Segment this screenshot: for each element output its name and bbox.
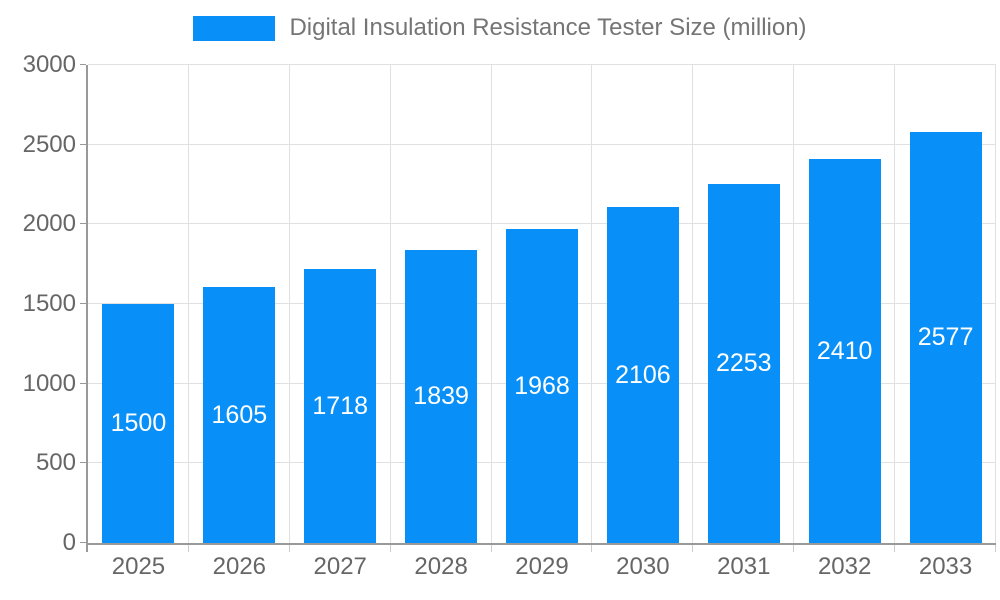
x-tick-label: 2033 [918, 553, 973, 580]
x-axis-tick [490, 545, 492, 552]
v-gridline [793, 65, 795, 543]
h-gridline [88, 64, 996, 65]
bar-2029[interactable]: 1968 [506, 229, 578, 543]
bar-value-label: 1968 [514, 371, 570, 400]
v-gridline [490, 65, 492, 543]
y-axis-tick [80, 303, 86, 304]
bar-2028[interactable]: 1839 [405, 250, 478, 543]
chart-legend[interactable]: Digital Insulation Resistance Tester Siz… [0, 14, 1000, 42]
bar-value-label: 1500 [110, 409, 167, 437]
y-axis-tick [80, 542, 86, 543]
v-gridline [288, 65, 290, 543]
x-tick-label: 2031 [717, 553, 771, 580]
bar-2026[interactable]: 1605 [203, 287, 276, 543]
v-gridline [894, 65, 896, 543]
v-gridline [692, 65, 694, 543]
x-axis-tick [591, 545, 593, 552]
y-tick-label: 3000 [22, 51, 76, 78]
x-axis-tick [793, 545, 795, 552]
x-tick-label: 2030 [616, 553, 670, 580]
v-gridline [591, 65, 593, 543]
y-axis-tick [80, 223, 86, 225]
h-gridline [88, 223, 996, 225]
x-axis-tick [389, 545, 391, 552]
y-tick-label: 2500 [22, 130, 76, 158]
x-tick-label: 2032 [817, 553, 872, 580]
x-axis-tick [692, 545, 694, 552]
y-axis-tick [80, 64, 86, 65]
v-gridline [389, 65, 391, 543]
x-tick-label: 2027 [313, 553, 367, 580]
x-tick-label: 2025 [111, 553, 166, 580]
x-tick-label: 2028 [414, 553, 468, 580]
y-tick-label: 1000 [22, 369, 76, 397]
y-tick-label: 500 [35, 449, 76, 477]
y-tick-label: 1500 [22, 290, 76, 317]
x-tick-label: 2026 [212, 553, 267, 580]
bar-value-label: 1718 [312, 391, 369, 420]
bar-2032[interactable]: 2410 [808, 159, 881, 543]
bar-value-label: 1605 [211, 400, 268, 429]
bar-value-label: 2106 [615, 360, 671, 389]
bar-2031[interactable]: 2253 [707, 184, 780, 543]
y-axis-bottom-tick [86, 545, 88, 552]
bar-2025[interactable]: 1500 [102, 304, 175, 543]
h-gridline [88, 143, 996, 145]
y-axis-tick [80, 382, 86, 384]
x-axis-tick [288, 545, 290, 552]
legend-swatch-icon [193, 15, 276, 41]
plot-area: 1500 1605 1718 1839 1968 2106 2253 2410 2577 0 50… [23, 51, 996, 580]
v-gridline [187, 65, 189, 543]
y-axis-tick [80, 462, 86, 464]
y-tick-label: 0 [62, 529, 76, 556]
y-axis-tick [80, 143, 86, 145]
bar-value-label: 2577 [917, 323, 974, 352]
bar-2033[interactable]: 2577 [909, 132, 982, 543]
legend-label: Digital Insulation Resistance Tester Siz… [289, 14, 807, 41]
y-tick-label: 2000 [22, 210, 76, 238]
x-axis-tick [187, 545, 189, 552]
v-gridline [995, 65, 996, 543]
bar-2027[interactable]: 1718 [304, 269, 377, 543]
bar-value-label: 2253 [715, 349, 772, 378]
bar-2030[interactable]: 2106 [606, 207, 679, 543]
x-axis-tick [894, 545, 896, 552]
bar-value-label: 2410 [816, 336, 873, 365]
x-axis-tick [995, 545, 996, 552]
bar-value-label: 1839 [413, 382, 469, 410]
x-tick-label: 2029 [515, 553, 569, 580]
